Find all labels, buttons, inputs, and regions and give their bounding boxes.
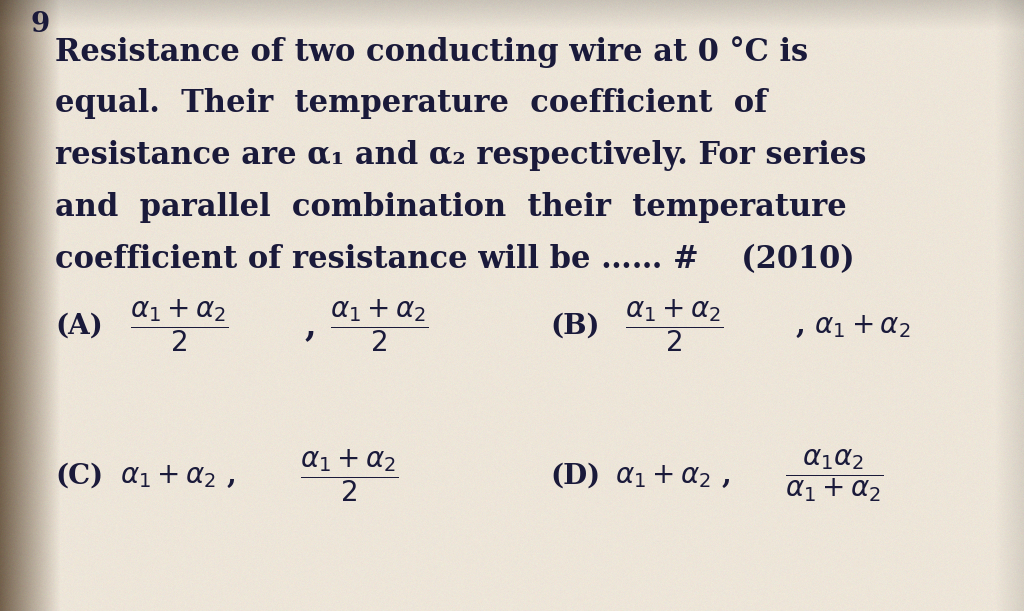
- Text: Resistance of two conducting wire at 0 °C is: Resistance of two conducting wire at 0 °…: [55, 36, 808, 68]
- Text: $\dfrac{\alpha_1 + \alpha_2}{2}$: $\dfrac{\alpha_1 + \alpha_2}{2}$: [130, 298, 229, 354]
- Text: $\dfrac{\alpha_1 + \alpha_2}{2}$: $\dfrac{\alpha_1 + \alpha_2}{2}$: [625, 298, 724, 354]
- Text: (D): (D): [550, 463, 600, 489]
- Text: 9: 9: [30, 11, 49, 38]
- Text: (A): (A): [55, 312, 102, 340]
- Text: (B): (B): [550, 312, 599, 340]
- Text: and  parallel  combination  their  temperature: and parallel combination their temperatu…: [55, 192, 847, 223]
- Text: $\dfrac{\alpha_1 + \alpha_2}{2}$: $\dfrac{\alpha_1 + \alpha_2}{2}$: [330, 298, 429, 354]
- Text: $\dfrac{\alpha_1 \alpha_2}{\alpha_1 + \alpha_2}$: $\dfrac{\alpha_1 \alpha_2}{\alpha_1 + \a…: [785, 448, 884, 504]
- Text: ,: ,: [305, 310, 316, 343]
- Text: coefficient of resistance will be …… #    (2010): coefficient of resistance will be …… # (…: [55, 244, 855, 275]
- Text: $\alpha_1 + \alpha_2$ ,: $\alpha_1 + \alpha_2$ ,: [615, 463, 731, 489]
- Text: (C): (C): [55, 463, 103, 489]
- Text: , $\alpha_1 + \alpha_2$: , $\alpha_1 + \alpha_2$: [795, 312, 910, 340]
- Text: $\alpha_1 + \alpha_2$ ,: $\alpha_1 + \alpha_2$ ,: [120, 463, 236, 489]
- Text: $\dfrac{\alpha_1 + \alpha_2}{2}$: $\dfrac{\alpha_1 + \alpha_2}{2}$: [300, 448, 399, 504]
- Text: resistance are α₁ and α₂ respectively. For series: resistance are α₁ and α₂ respectively. F…: [55, 140, 866, 171]
- Text: equal.  Their  temperature  coefficient  of: equal. Their temperature coefficient of: [55, 88, 767, 119]
